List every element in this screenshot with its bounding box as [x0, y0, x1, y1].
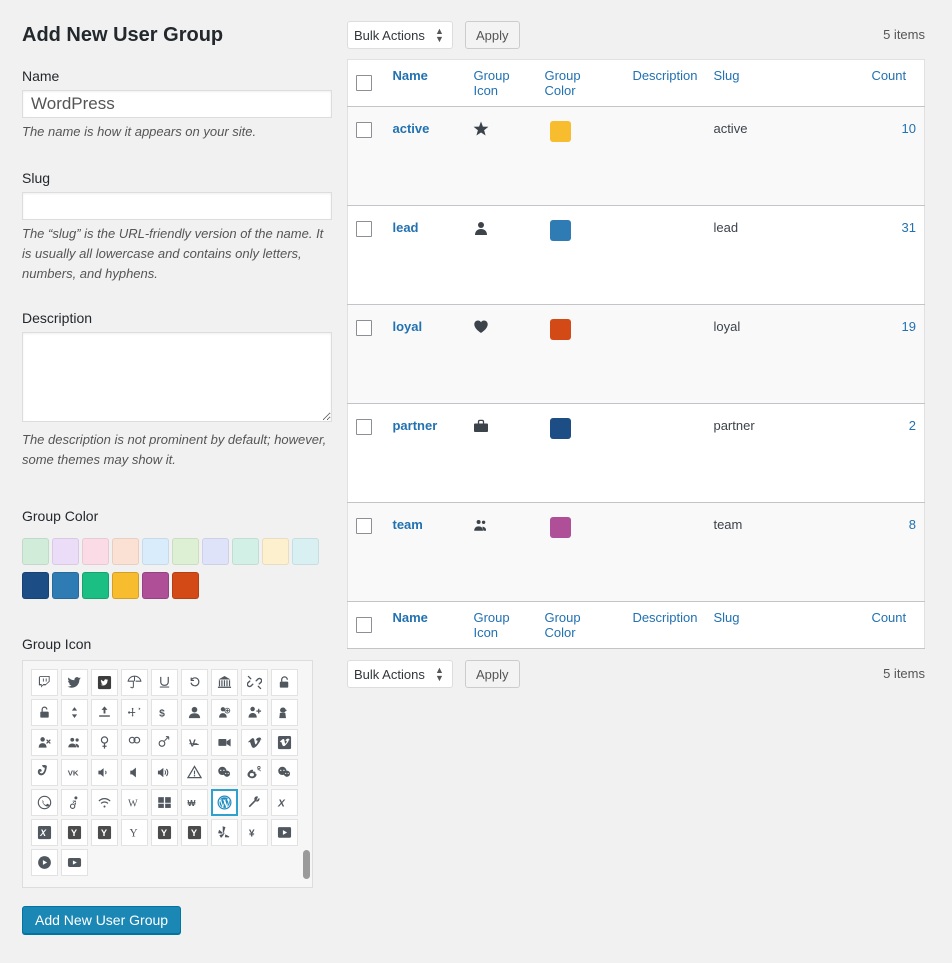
svg-text:VK: VK	[68, 769, 79, 778]
svg-text:Y: Y	[130, 827, 138, 839]
svg-text:Y: Y	[161, 828, 168, 838]
svg-text:Y: Y	[101, 828, 108, 838]
svg-text:X: X	[39, 828, 47, 838]
svg-text:$: $	[159, 708, 165, 719]
svg-text:Y: Y	[71, 828, 78, 838]
svg-text:₩: ₩	[187, 798, 195, 808]
svg-text:W: W	[128, 798, 138, 809]
svg-text:Y: Y	[191, 828, 198, 838]
svg-text:V̶: V̶	[189, 739, 199, 750]
svg-text:¥: ¥	[249, 828, 255, 839]
svg-text:X: X	[277, 798, 286, 809]
